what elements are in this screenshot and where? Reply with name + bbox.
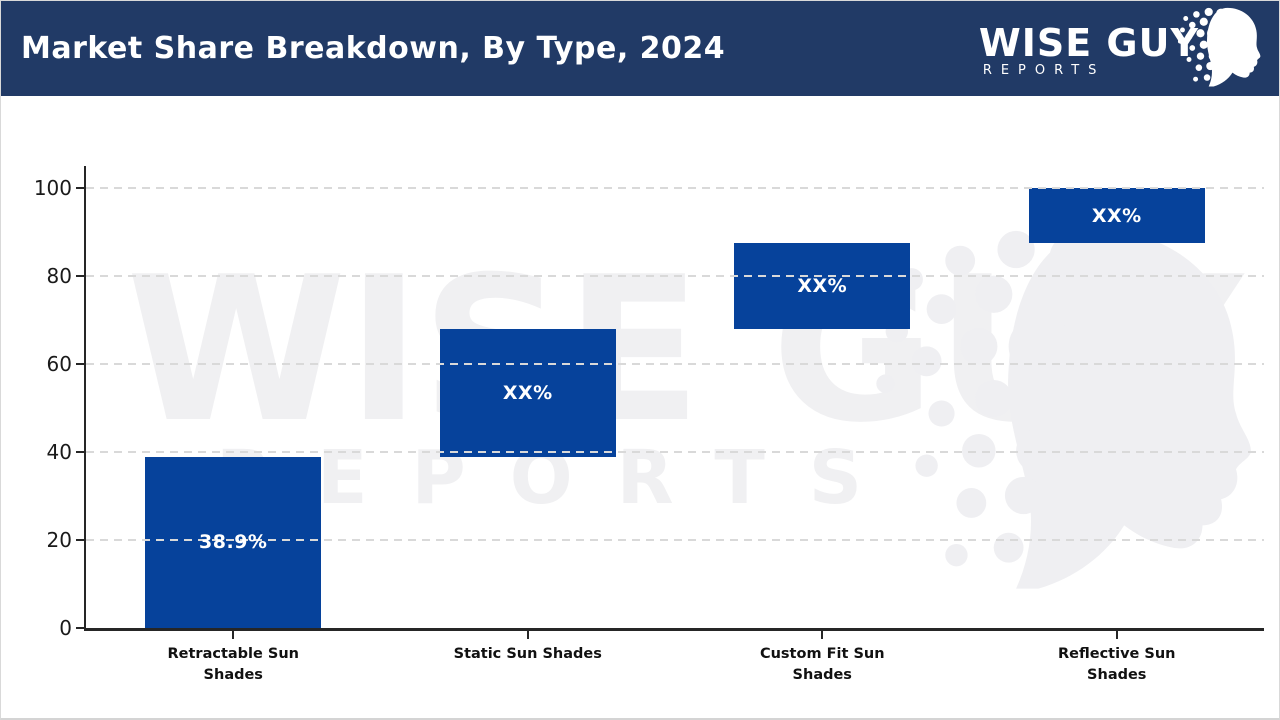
brand-name: WISE GUY bbox=[978, 20, 1199, 65]
y-axis-tick-80 bbox=[76, 275, 84, 277]
bar-value-label: 38.9% bbox=[199, 531, 268, 554]
x-tick-label-custom-fit-sun-shades: Custom Fit Sun Shades bbox=[692, 644, 952, 686]
x-tick-label-line: Shades bbox=[1087, 667, 1147, 684]
x-tick-label-line: Retractable Sun bbox=[167, 646, 300, 662]
y-tick-label-20: 20 bbox=[46, 528, 72, 552]
page-title: Market Share Breakdown, By Type, 2024 bbox=[21, 31, 726, 66]
bar-reflective-sun-shades bbox=[1028, 188, 1205, 243]
bar-custom-fit-sun-shades bbox=[734, 243, 911, 329]
x-tick-label-line: Static Sun Shades bbox=[453, 646, 602, 662]
y-axis-tick-20 bbox=[76, 539, 84, 541]
brand-logo: WISE GUY REPORTS bbox=[979, 7, 1269, 89]
bar-value-label: XX% bbox=[502, 381, 553, 404]
y-axis-tick-100 bbox=[76, 187, 84, 189]
y-tick-label-40: 40 bbox=[46, 440, 72, 464]
gridline-20 bbox=[86, 539, 1264, 541]
brand-text: WISE GUY REPORTS bbox=[978, 20, 1199, 79]
y-tick-label-100: 100 bbox=[33, 176, 72, 200]
gridline-60 bbox=[86, 363, 1264, 365]
gridline-80 bbox=[86, 275, 1264, 277]
y-tick-label-80: 80 bbox=[46, 264, 72, 288]
bar-value-label: XX% bbox=[1091, 204, 1142, 227]
y-axis-tick-40 bbox=[76, 451, 84, 453]
bar-retractable-sun-shades bbox=[145, 456, 322, 628]
plot-area: 0 20 40 60 80 100 38.9% XX% XX% XX% Retractable Su… bbox=[34, 166, 1264, 683]
x-tick-label-retractable-sun-shades: Retractable Sun Shades bbox=[103, 644, 363, 686]
x-tick-label-line: Shades bbox=[792, 667, 852, 684]
y-axis-tick-60 bbox=[76, 363, 84, 365]
x-tick-label-reflective-sun-shades: Reflective Sun Shades bbox=[987, 644, 1247, 686]
y-tick-label-0: 0 bbox=[59, 616, 72, 640]
x-axis-tick-retractable-sun-shades bbox=[232, 628, 235, 639]
x-axis-tick-static-sun-shades bbox=[526, 628, 529, 639]
bar-value-label: XX% bbox=[797, 274, 848, 297]
x-axis-tick-reflective-sun-shades bbox=[1115, 628, 1118, 639]
face-logo-icon bbox=[1177, 7, 1261, 87]
header-banner: Market Share Breakdown, By Type, 2024 WI… bbox=[1, 1, 1279, 96]
y-tick-label-60: 60 bbox=[46, 352, 72, 376]
gridline-100 bbox=[86, 187, 1264, 189]
x-tick-label-line: Shades bbox=[203, 667, 263, 684]
watermark-face-icon bbox=[876, 230, 1251, 589]
bar-static-sun-shades bbox=[439, 328, 616, 457]
brand-subtitle: REPORTS bbox=[982, 63, 1106, 79]
gridline-40 bbox=[86, 451, 1264, 453]
x-axis-tick-custom-fit-sun-shades bbox=[821, 628, 824, 639]
x-tick-label-line: Reflective Sun bbox=[1057, 646, 1176, 662]
x-tick-label-line: Custom Fit Sun bbox=[759, 646, 885, 662]
x-tick-label-static-sun-shades: Static Sun Shades bbox=[398, 644, 658, 665]
y-axis-tick-0 bbox=[76, 627, 84, 629]
